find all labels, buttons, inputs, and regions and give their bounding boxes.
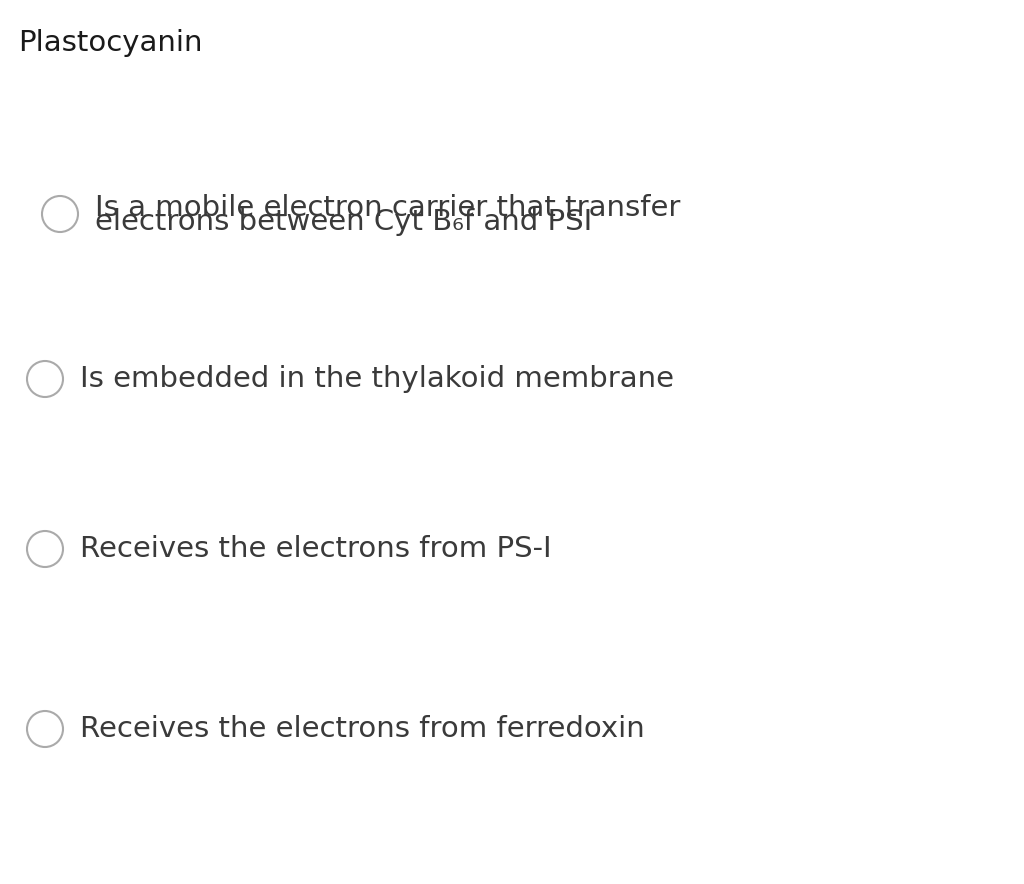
Circle shape [27,711,63,747]
Text: Is a mobile electron carrier that transfer: Is a mobile electron carrier that transf… [95,194,680,222]
Circle shape [27,361,63,397]
Circle shape [42,196,78,232]
Text: Is embedded in the thylakoid membrane: Is embedded in the thylakoid membrane [80,365,674,393]
Text: Receives the electrons from PS-I: Receives the electrons from PS-I [80,535,552,563]
Circle shape [27,531,63,567]
Text: electrons between Cyt B₆f and PSI: electrons between Cyt B₆f and PSI [95,208,592,236]
Text: Receives the electrons from ferredoxin: Receives the electrons from ferredoxin [80,715,645,743]
Text: Plastocyanin: Plastocyanin [18,29,203,57]
